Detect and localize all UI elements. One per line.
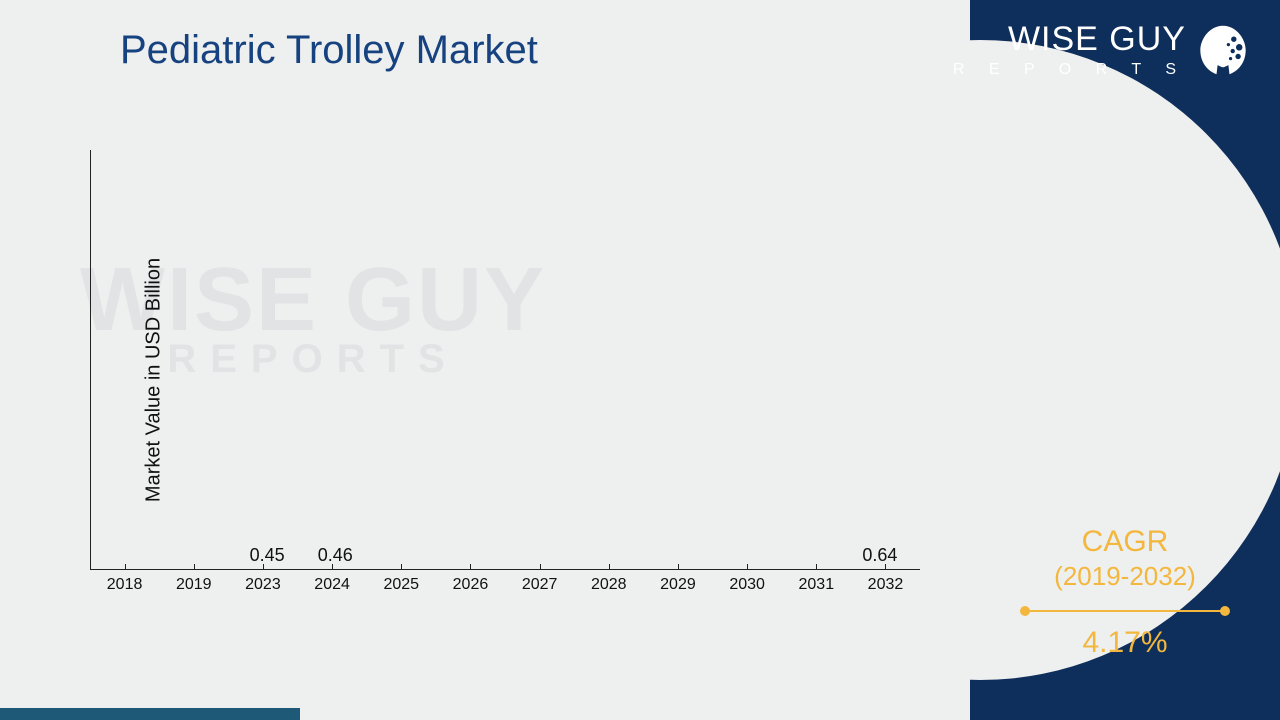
x-tick: 2027 — [505, 570, 574, 610]
bars-container: 0.45 0.46 0.64 — [91, 150, 920, 569]
x-tick: 2023 — [228, 570, 297, 610]
x-tick: 2019 — [159, 570, 228, 610]
infographic-canvas: WISE GUYREPORTS Pediatric Trolley Market… — [0, 0, 1280, 720]
cagr-value: 4.17% — [970, 626, 1280, 660]
cagr-range: (2019-2032) — [970, 561, 1280, 592]
x-tick: 2024 — [298, 570, 367, 610]
x-axis-ticks: 2018201920232024202520262027202820292030… — [90, 570, 920, 610]
bar-value-label: 0.45 — [250, 545, 285, 566]
brand-head-icon — [1196, 23, 1250, 77]
x-tick: 2018 — [90, 570, 159, 610]
x-tick: 2031 — [782, 570, 851, 610]
bar-value-label: 0.46 — [318, 545, 353, 566]
bar-value-label: 0.64 — [862, 545, 897, 566]
x-tick: 2029 — [643, 570, 712, 610]
bottom-strip — [0, 708, 300, 720]
plot-area: 0.45 0.46 0.64 — [90, 150, 920, 570]
brand-logo: WISE GUY R E P O R T S — [953, 20, 1250, 79]
bar-chart: Market Value in USD Billion 0.450.460.64… — [40, 150, 920, 610]
x-tick: 2026 — [436, 570, 505, 610]
cagr-block: CAGR (2019-2032) 4.17% — [970, 525, 1280, 660]
x-tick: 2032 — [851, 570, 920, 610]
x-tick: 2028 — [574, 570, 643, 610]
cagr-label: CAGR — [970, 525, 1280, 559]
cagr-divider — [1025, 610, 1225, 612]
chart-title: Pediatric Trolley Market — [120, 28, 538, 73]
brand-sub-text: R E P O R T S — [953, 61, 1186, 79]
x-tick: 2030 — [713, 570, 782, 610]
x-tick: 2025 — [367, 570, 436, 610]
brand-main-text: WISE GUY — [1008, 20, 1186, 58]
